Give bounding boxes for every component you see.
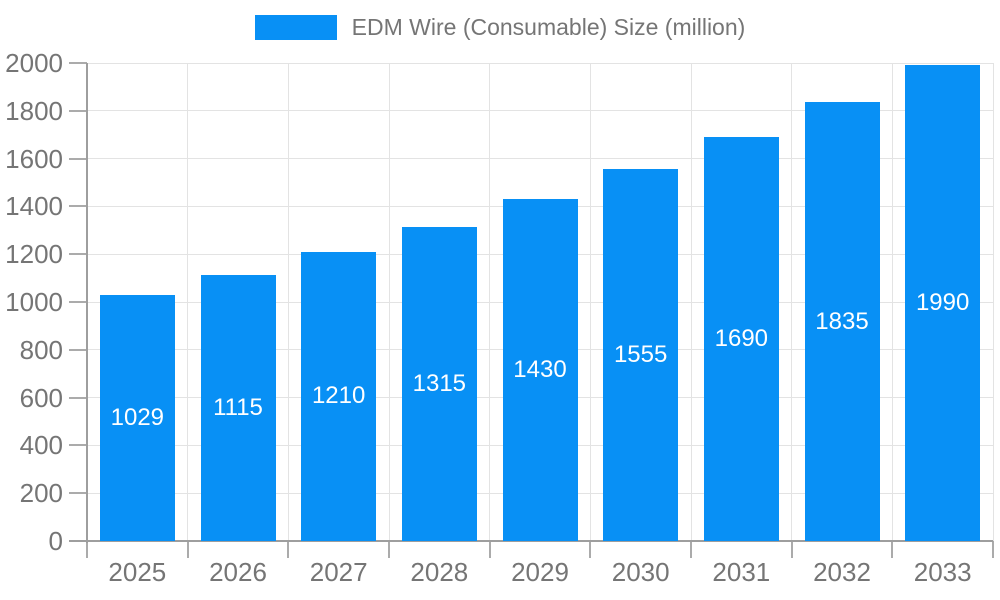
y-tick-label: 200 [19,478,63,509]
x-tick [186,541,189,558]
bar-value-label: 1115 [213,393,263,421]
y-axis-line [86,63,88,543]
x-tick [388,541,390,558]
x-tick [891,541,894,558]
y-tick [69,62,87,64]
bar-value-label: 1029 [110,404,165,432]
x-tick-label: 2031 [712,557,771,587]
bar-value-label: 1555 [613,341,668,369]
y-tick-label: 1200 [5,239,63,270]
x-tick-label: 2033 [913,557,972,587]
bar: 1990 [905,65,981,541]
bar-value-label: 1430 [513,356,567,384]
grid-line-v [992,63,994,541]
y-tick [69,396,87,399]
x-tick-label: 2030 [611,557,670,587]
y-tick-label: 800 [19,334,63,365]
legend-label: EDM Wire (Consumable) Size (million) [351,14,746,40]
bar: 1430 [502,199,578,541]
grid-line-v [388,63,390,541]
y-tick-label: 600 [19,382,63,413]
y-tick [69,348,87,351]
bar-value-label: 1315 [412,369,467,397]
bar: 1555 [603,169,679,541]
grid-line-v [187,63,189,541]
x-tick-label: 2027 [309,557,368,587]
bar: 1115 [200,274,276,541]
y-tick [69,205,87,208]
y-tick-label: 2000 [5,48,63,78]
grid-line-v [287,63,289,541]
grid-line-h [87,62,993,64]
grid-line-v [791,63,793,541]
x-tick [488,541,491,558]
bar: 1029 [99,295,175,541]
y-tick-label: 0 [48,526,63,556]
x-tick-label: 2028 [410,557,469,587]
x-tick [690,541,692,558]
bar-value-label: 1835 [815,307,869,335]
y-tick-label: 1600 [5,143,63,174]
x-tick-label: 2032 [813,557,871,587]
y-tick [69,157,87,160]
y-tick-label: 1800 [5,95,63,126]
x-tick [992,541,994,558]
y-tick [69,109,87,112]
bar: 1835 [804,102,880,541]
bar-value-label: 1690 [714,325,769,353]
bar: 1210 [301,251,377,541]
grid-line-h [87,110,993,112]
grid-line-v [489,63,491,541]
y-tick [69,444,87,447]
x-tick [589,541,592,558]
bar-value-label: 1990 [915,289,970,317]
x-axis-line [69,540,993,542]
y-tick [69,301,87,303]
y-tick-label: 1400 [5,191,63,222]
bar-value-label: 1210 [311,382,366,410]
y-tick [69,492,87,495]
bar: 1315 [401,226,477,541]
x-tick [790,541,793,558]
x-tick-label: 2029 [511,557,569,587]
x-tick-label: 2025 [108,557,167,587]
x-tick [86,541,88,558]
grid-line-v [589,63,591,541]
grid-line-h [87,158,993,160]
x-tick-label: 2026 [209,557,267,587]
grid-line-v [891,63,893,541]
bar: 1690 [703,137,779,541]
x-tick [287,541,290,558]
y-tick-label: 1000 [5,287,63,317]
legend: EDM Wire (Consumable) Size (million) [0,14,1000,41]
y-tick [69,253,87,256]
y-tick-label: 400 [19,430,63,461]
grid-line-v [690,63,692,541]
legend-swatch [254,15,337,40]
